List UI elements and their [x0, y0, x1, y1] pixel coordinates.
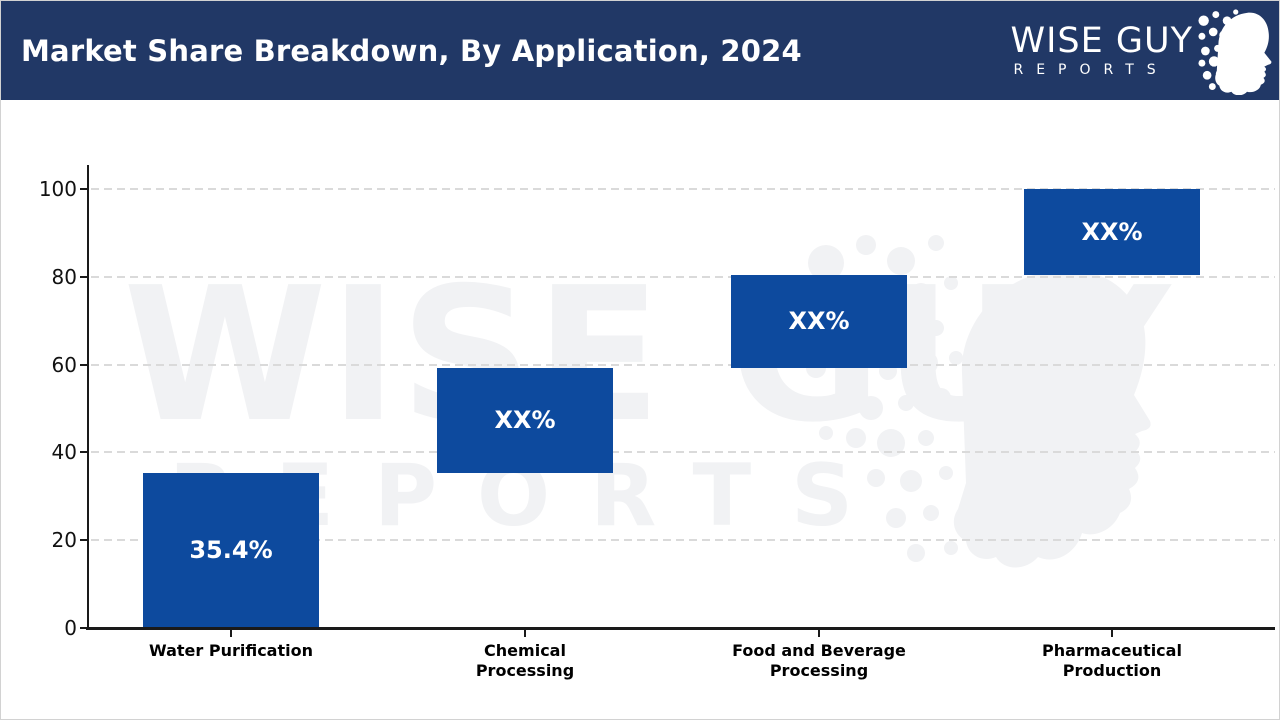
- logo-text: WISE GUY REPORTS: [1010, 21, 1193, 78]
- y-tick-label: 20: [51, 528, 77, 553]
- x-axis-label-4: Pharmaceutical Production: [1042, 641, 1182, 680]
- bar-food-and-beverage-processing: XX%: [731, 274, 907, 369]
- bar-value-label: XX%: [1081, 217, 1143, 246]
- bar-value-label: XX%: [494, 406, 556, 435]
- logo-dot-face-icon: [1198, 8, 1272, 95]
- y-axis-spine: [87, 165, 89, 630]
- gridline-100: [91, 188, 1275, 190]
- bar-chemical-processing: XX%: [437, 368, 613, 473]
- y-tick-mark: [80, 451, 88, 454]
- y-tick-label: 80: [51, 264, 77, 289]
- logo-sub-text: REPORTS: [1013, 62, 1169, 78]
- gridline-40: [91, 451, 1275, 454]
- y-tick-mark: [80, 363, 88, 366]
- bar-water-purification: 35.4%: [143, 472, 319, 628]
- gridline-20: [91, 539, 1275, 542]
- y-tick-label: 0: [64, 616, 77, 640]
- y-tick-mark: [80, 539, 88, 542]
- y-tick-mark: [80, 627, 88, 629]
- gridline-80: [91, 275, 1275, 278]
- x-axis-label-1: Water Purification: [149, 641, 313, 660]
- bar-pharmaceutical-production: XX%: [1024, 189, 1200, 275]
- chart-title: Market Share Breakdown, By Application, …: [21, 33, 802, 68]
- x-axis-label-3: Food and Beverage Processing: [732, 641, 906, 680]
- x-tick-mark: [524, 629, 526, 637]
- y-tick-label: 40: [51, 440, 77, 465]
- x-axis-spine: [86, 627, 1275, 630]
- gridline-60: [91, 363, 1275, 366]
- x-tick-mark: [1111, 629, 1113, 637]
- header-bar: Market Share Breakdown, By Application, …: [1, 1, 1279, 100]
- x-axis-label-2: Chemical Processing: [475, 641, 575, 680]
- y-tick-mark: [80, 275, 88, 278]
- logo-name-text: WISE GUY: [1010, 21, 1193, 61]
- y-tick-label: 60: [51, 352, 77, 377]
- bar-value-label: 35.4%: [189, 536, 273, 565]
- x-tick-mark: [818, 629, 820, 637]
- wise-guy-reports-logo: WISE GUY REPORTS: [1010, 7, 1279, 95]
- x-tick-mark: [230, 629, 232, 637]
- y-tick-mark: [80, 188, 88, 190]
- y-tick-label: 100: [38, 177, 77, 201]
- bar-value-label: XX%: [788, 307, 850, 336]
- watermark-dot-face-icon: [805, 235, 1151, 568]
